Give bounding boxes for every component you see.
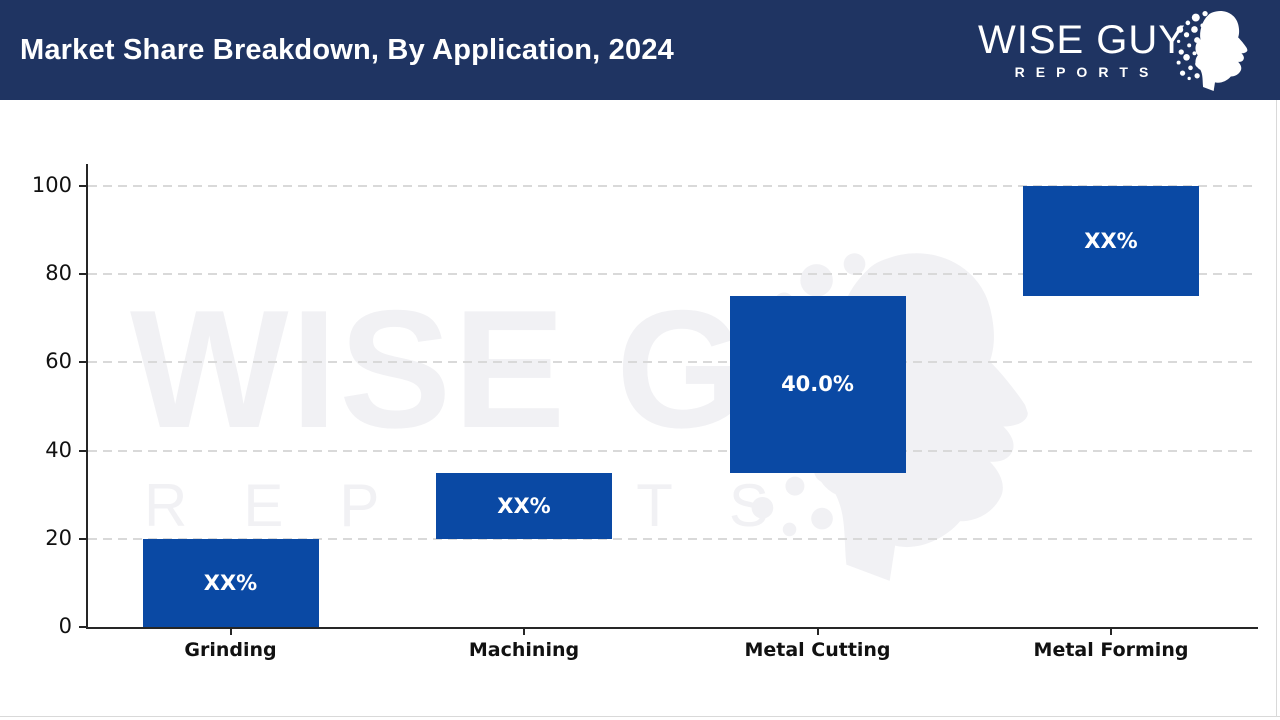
x-axis-label: Metal Cutting [744, 639, 891, 661]
bar-metal-forming: XX% [1023, 186, 1199, 297]
bar-value-label: XX% [1084, 229, 1138, 254]
logo-wordmark-line1: WISE GUY [977, 18, 1186, 62]
x-axis-line [86, 627, 1258, 629]
y-tick-label: 60 [45, 349, 72, 374]
gridline [88, 361, 1258, 364]
y-tick-label: 20 [45, 525, 72, 550]
logo-wordmark: WISE GUY REPORTS [978, 20, 1186, 80]
bottom-edge-line [0, 716, 1280, 717]
y-tick-label: 40 [45, 437, 72, 462]
bar-metal-cutting: 40.0% [729, 296, 906, 473]
y-tick-label: 0 [58, 614, 72, 638]
y-tick-mark [79, 361, 88, 364]
x-axis-label: Metal Forming [1033, 639, 1189, 661]
wiseguy-logo: WISE GUY REPORTS [978, 7, 1256, 93]
y-tick-mark [79, 537, 88, 540]
bar-value-label: 40.0% [781, 372, 854, 397]
chart-area: WISE GU REPORTS 020406080100XX%GrindingX… [0, 100, 1280, 720]
logo-wordmark-line2: REPORTS [1014, 64, 1160, 80]
gridline [88, 449, 1258, 452]
bar-machining: XX% [436, 472, 612, 539]
y-axis-spine [86, 164, 88, 629]
gridline [88, 537, 1258, 540]
gridline [88, 185, 1258, 187]
y-tick-label: 80 [45, 261, 72, 286]
x-axis-label: Machining [468, 639, 580, 661]
bar-grinding: XX% [142, 538, 319, 627]
y-tick-label: 100 [31, 173, 72, 197]
page-title: Market Share Breakdown, By Application, … [20, 33, 674, 66]
bar-value-label: XX% [497, 493, 551, 518]
x-tick-mark [523, 629, 525, 635]
gridline [88, 273, 1258, 276]
header: Market Share Breakdown, By Application, … [0, 0, 1280, 100]
x-axis-label: Grinding [184, 639, 277, 661]
y-tick-mark [79, 626, 88, 628]
y-tick-mark [79, 449, 88, 452]
x-tick-mark [229, 629, 232, 635]
right-edge-line [1276, 100, 1277, 717]
bar-value-label: XX% [203, 570, 258, 595]
y-tick-mark [79, 273, 88, 276]
x-tick-mark [816, 629, 819, 635]
y-tick-mark [79, 185, 88, 187]
x-tick-mark [1110, 629, 1112, 635]
